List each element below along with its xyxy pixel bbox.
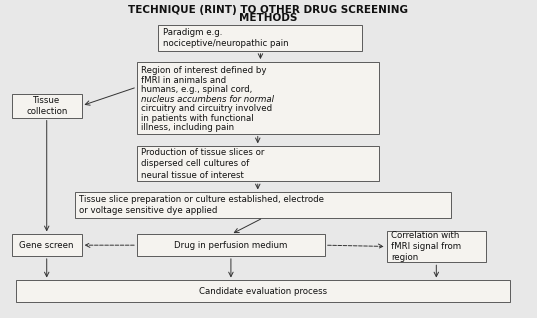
Text: Production of tissue slices or
dispersed cell cultures of
neural tissue of inter: Production of tissue slices or dispersed… [141,148,265,180]
Text: TECHNIQUE (RINT) TO OTHER DRUG SCREENING: TECHNIQUE (RINT) TO OTHER DRUG SCREENING [128,5,409,15]
FancyBboxPatch shape [12,234,82,256]
Text: Region of interest defined by: Region of interest defined by [141,66,267,75]
Text: Paradigm e.g.
nociceptive/neuropathic pain: Paradigm e.g. nociceptive/neuropathic pa… [163,28,288,48]
FancyBboxPatch shape [16,280,510,302]
FancyBboxPatch shape [137,234,325,256]
Text: Drug in perfusion medium: Drug in perfusion medium [174,241,288,250]
Text: Tissue
collection: Tissue collection [26,95,68,116]
Text: nucleus accumbens for normal: nucleus accumbens for normal [141,95,274,104]
Text: fMRI in animals and: fMRI in animals and [141,76,227,85]
Text: Gene screen: Gene screen [19,241,74,250]
FancyBboxPatch shape [387,231,486,262]
FancyBboxPatch shape [12,94,82,118]
Text: illness, including pain: illness, including pain [141,123,234,132]
Text: Correlation with
fMRI signal from
region: Correlation with fMRI signal from region [391,231,461,262]
Text: Tissue slice preparation or culture established, electrode
or voltage sensitive : Tissue slice preparation or culture esta… [79,195,324,215]
Text: in patients with functional: in patients with functional [141,114,254,123]
Text: Candidate evaluation process: Candidate evaluation process [199,287,327,296]
Text: METHODS: METHODS [240,13,297,23]
FancyBboxPatch shape [137,62,379,134]
FancyBboxPatch shape [158,25,362,51]
Text: humans, e.g., spinal cord,: humans, e.g., spinal cord, [141,85,252,94]
Text: circuitry and circuitry involved: circuitry and circuitry involved [141,104,272,113]
FancyBboxPatch shape [75,192,451,218]
FancyBboxPatch shape [137,146,379,181]
